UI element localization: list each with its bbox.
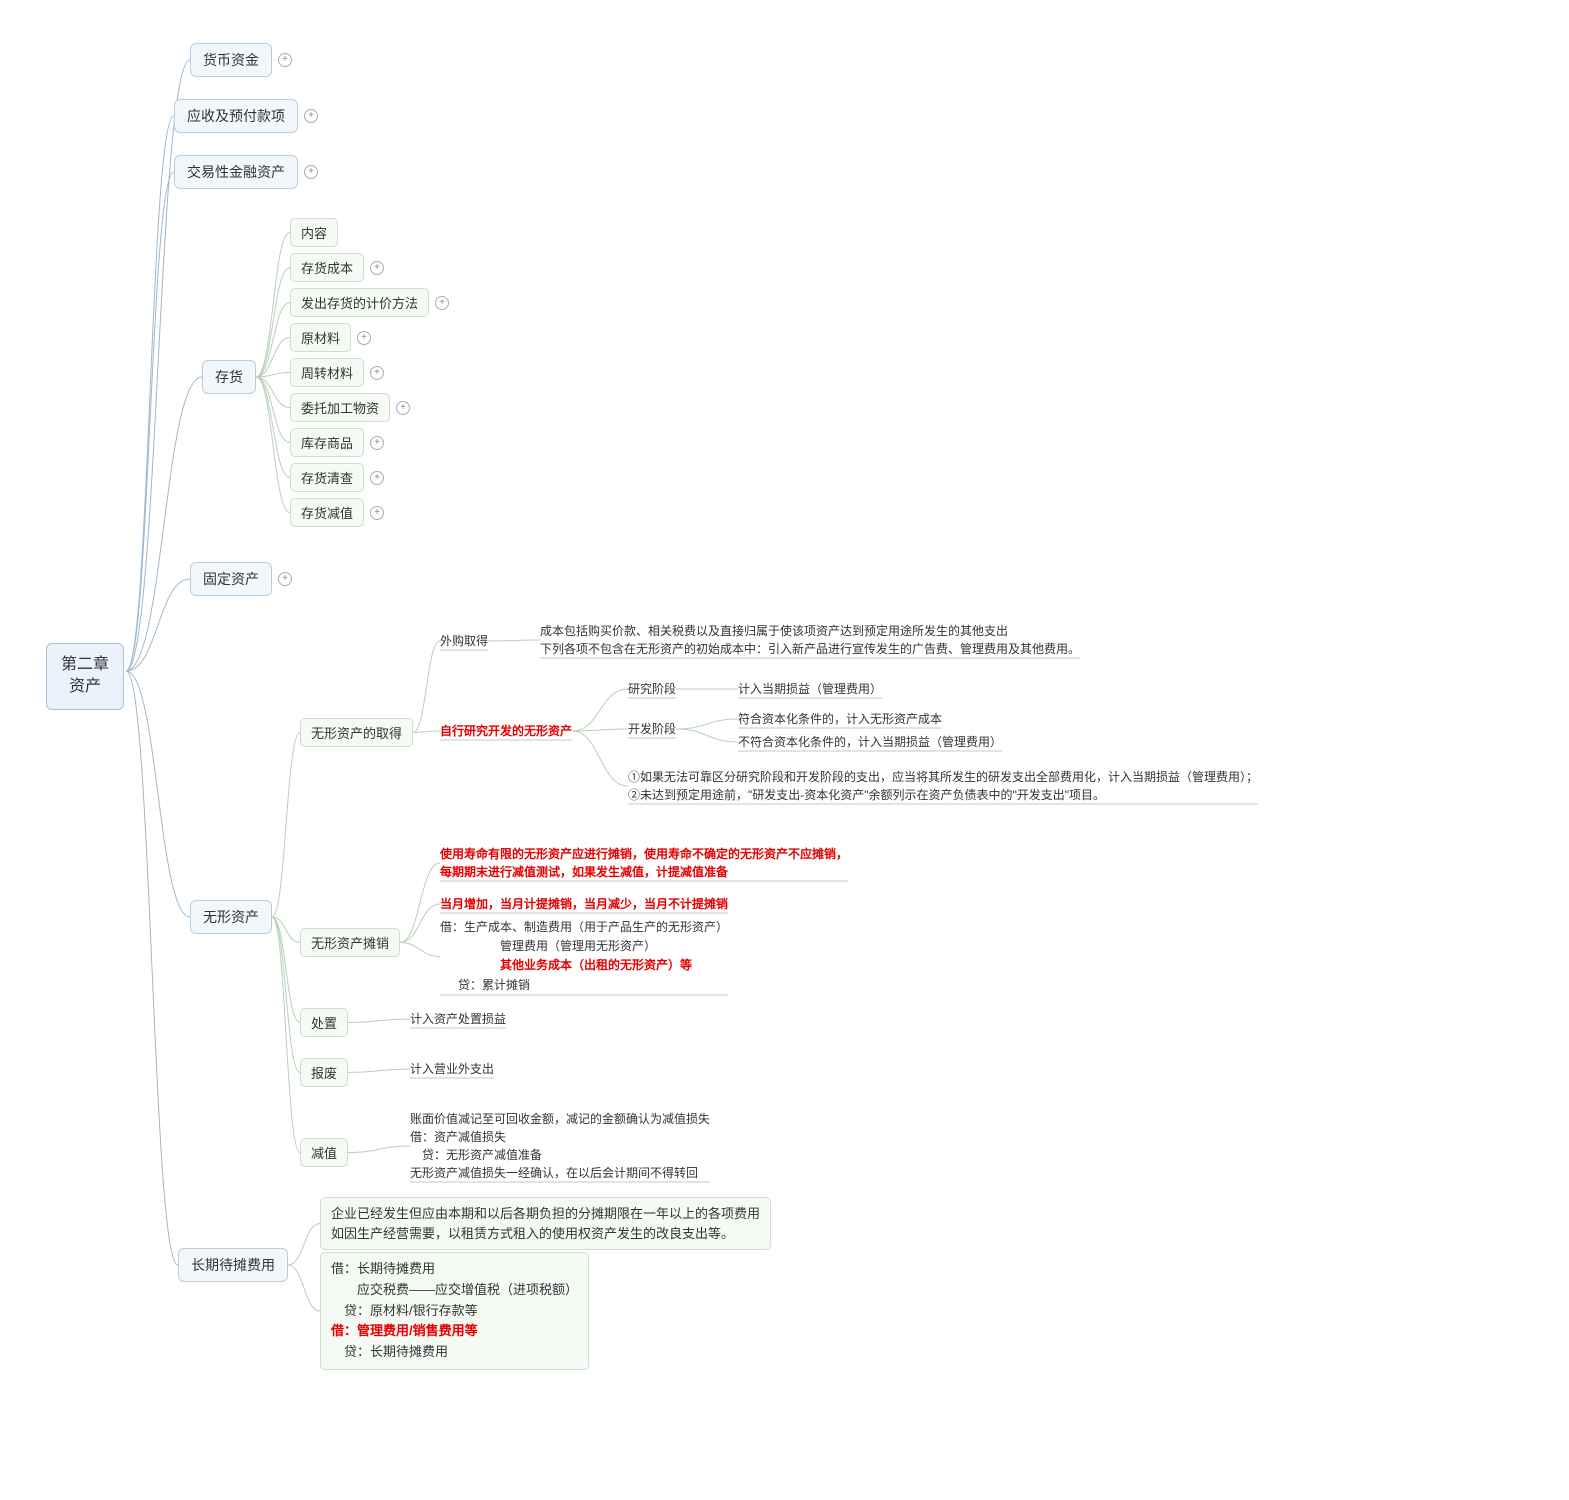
node-label: 减值 xyxy=(311,1146,337,1161)
leaf-node[interactable]: 周转材料 xyxy=(290,358,364,387)
leaf-node[interactable]: 存货成本 xyxy=(290,253,364,282)
expand-icon[interactable] xyxy=(278,572,292,586)
detail-text: ①如果无法可靠区分研究阶段和开发阶段的支出，应当将其所发生的研发支出全部费用化，… xyxy=(628,768,1258,804)
node-label: 存货减值 xyxy=(301,506,353,521)
leaf-node[interactable]: 减值 xyxy=(300,1138,348,1167)
expand-icon[interactable] xyxy=(357,331,371,345)
node-label: 报废 xyxy=(311,1066,337,1081)
expand-icon[interactable] xyxy=(370,471,384,485)
detail-text: 不符合资本化条件的，计入当期损益（管理费用） xyxy=(738,733,1002,751)
node-label: 存货清查 xyxy=(301,471,353,486)
node-label: 存货 xyxy=(215,369,243,385)
leaf-node[interactable]: 报废 xyxy=(300,1058,348,1087)
node-label: 库存商品 xyxy=(301,436,353,451)
detail-text: 当月增加，当月计提摊销，当月减少，当月不计提摊销 xyxy=(440,895,728,913)
level1-node[interactable]: 应收及预付款项 xyxy=(174,99,298,133)
expand-icon[interactable] xyxy=(370,436,384,450)
detail-text: 成本包括购买价款、相关税费以及直接归属于使该项资产达到预定用途所发生的其他支出下… xyxy=(540,622,1080,658)
expand-icon[interactable] xyxy=(278,53,292,67)
detail-text: 符合资本化条件的，计入无形资产成本 xyxy=(738,710,942,728)
leaf-node[interactable]: 无形资产摊销 xyxy=(300,928,400,957)
expand-icon[interactable] xyxy=(304,165,318,179)
level1-node[interactable]: 货币资金 xyxy=(190,43,272,77)
detail-box: 企业已经发生但应由本期和以后各期负担的分摊期限在一年以上的各项费用如因生产经营需… xyxy=(320,1197,771,1250)
leaf-node[interactable]: 发出存货的计价方法 xyxy=(290,288,429,317)
sub-node[interactable]: 外购取得 xyxy=(440,632,488,650)
node-label: 委托加工物资 xyxy=(301,401,379,416)
node-label: 周转材料 xyxy=(301,366,353,381)
level1-node[interactable]: 存货 xyxy=(202,360,256,394)
node-label: 发出存货的计价方法 xyxy=(301,296,418,311)
detail-text: 借：生产成本、制造费用（用于产品生产的无形资产） 管理费用（管理用无形资产） 其… xyxy=(440,918,728,995)
level1-node[interactable]: 交易性金融资产 xyxy=(174,155,298,189)
node-label: 交易性金融资产 xyxy=(187,164,285,180)
expand-icon[interactable] xyxy=(435,296,449,310)
leaf-node[interactable]: 委托加工物资 xyxy=(290,393,390,422)
detail-text: 账面价值减记至可回收金额，减记的金额确认为减值损失借：资产减值损失 贷：无形资产… xyxy=(410,1110,710,1182)
node-label: 货币资金 xyxy=(203,52,259,68)
leaf-node[interactable]: 内容 xyxy=(290,218,338,247)
detail-text: 计入当期损益（管理费用） xyxy=(738,680,882,698)
leaf-node[interactable]: 原材料 xyxy=(290,323,351,352)
node-label: 无形资产摊销 xyxy=(311,936,389,951)
node-label: 无形资产 xyxy=(203,909,259,925)
root-node[interactable]: 第二章资产 xyxy=(46,643,124,710)
level1-node[interactable]: 固定资产 xyxy=(190,562,272,596)
level1-node[interactable]: 长期待摊费用 xyxy=(178,1248,288,1282)
node-label: 长期待摊费用 xyxy=(191,1257,275,1273)
leaf-node[interactable]: 存货清查 xyxy=(290,463,364,492)
node-label: 原材料 xyxy=(301,331,340,346)
leaf-node[interactable]: 存货减值 xyxy=(290,498,364,527)
node-label: 应收及预付款项 xyxy=(187,108,285,124)
detail-text: 使用寿命有限的无形资产应进行摊销，使用寿命不确定的无形资产不应摊销，每期期末进行… xyxy=(440,845,848,881)
node-label: 处置 xyxy=(311,1016,337,1031)
expand-icon[interactable] xyxy=(370,366,384,380)
leaf-node[interactable]: 库存商品 xyxy=(290,428,364,457)
expand-icon[interactable] xyxy=(370,261,384,275)
expand-icon[interactable] xyxy=(304,109,318,123)
detail-text: 计入资产处置损益 xyxy=(410,1010,506,1028)
detail-box: 借：长期待摊费用 应交税费——应交增值税（进项税额） 贷：原材料/银行存款等借：… xyxy=(320,1252,589,1370)
node-label: 无形资产的取得 xyxy=(311,726,402,741)
node-label: 固定资产 xyxy=(203,571,259,587)
sub-node[interactable]: 自行研究开发的无形资产 xyxy=(440,722,572,740)
leaf-node[interactable]: 处置 xyxy=(300,1008,348,1037)
sub-node: 研究阶段 xyxy=(628,680,676,698)
leaf-node[interactable]: 无形资产的取得 xyxy=(300,718,413,747)
expand-icon[interactable] xyxy=(370,506,384,520)
level1-node[interactable]: 无形资产 xyxy=(190,900,272,934)
sub-node: 开发阶段 xyxy=(628,720,676,738)
node-label: 内容 xyxy=(301,226,327,241)
detail-text: 计入营业外支出 xyxy=(410,1060,494,1078)
node-label: 存货成本 xyxy=(301,261,353,276)
expand-icon[interactable] xyxy=(396,401,410,415)
